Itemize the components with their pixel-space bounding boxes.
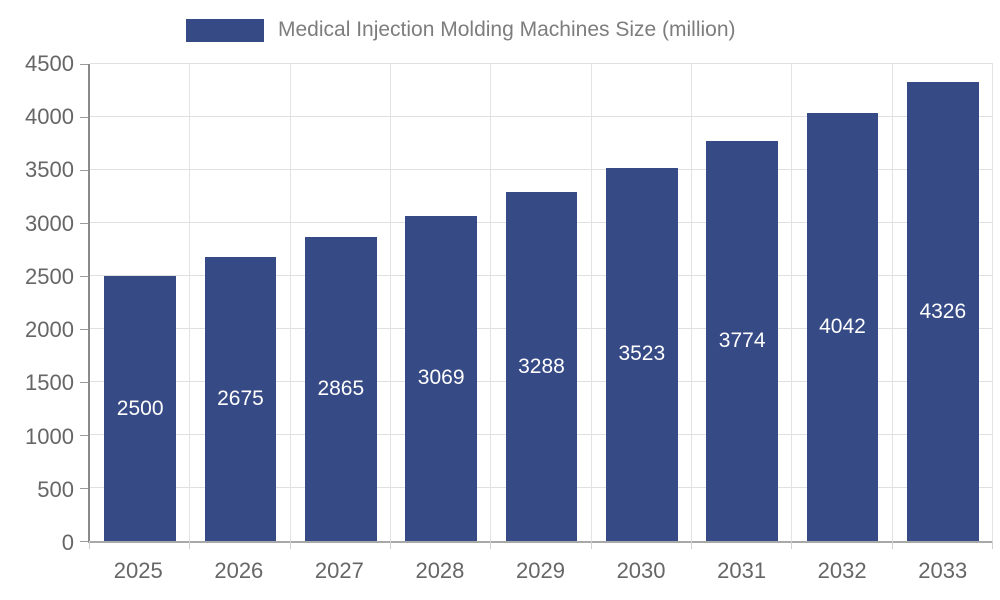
- bar: 2865: [304, 237, 377, 541]
- y-axis-tick: [80, 541, 88, 542]
- gridline-vertical: [690, 64, 692, 541]
- bar: 3069: [405, 215, 478, 541]
- bar-value-label: 2500: [116, 396, 164, 420]
- y-tick-label: 3000: [25, 210, 74, 236]
- x-axis-tick: [992, 541, 993, 549]
- y-axis-tick: [80, 276, 88, 277]
- y-tick-label: 2000: [25, 317, 74, 343]
- y-tick-label: 3500: [25, 157, 74, 183]
- legend-label: Medical Injection Molding Machines Size …: [278, 18, 736, 41]
- y-axis-tick: [80, 117, 88, 119]
- y-axis-tick: [80, 488, 88, 490]
- y-axis-tick: [80, 223, 88, 225]
- x-tick-label: 2026: [214, 558, 264, 583]
- bar: 3523: [605, 167, 678, 541]
- bar: 4326: [906, 82, 979, 541]
- y-axis-tick: [80, 170, 88, 171]
- gridline-vertical: [891, 64, 893, 541]
- x-axis-tick: [690, 541, 692, 549]
- x-tick-label: 2032: [817, 558, 867, 583]
- bar: 3288: [505, 192, 578, 541]
- y-tick-label: 4500: [25, 51, 74, 76]
- x-axis-tick: [189, 541, 191, 549]
- x-axis-tick: [590, 541, 592, 549]
- gridline-vertical: [992, 64, 993, 541]
- gridline-horizontal: [90, 169, 993, 170]
- bar: 2500: [104, 276, 177, 541]
- bar-value-label: 3288: [518, 354, 565, 378]
- legend: Medical Injection Molding Machines Size …: [186, 18, 736, 42]
- gridline-vertical: [389, 64, 391, 541]
- y-tick-label: 500: [37, 476, 74, 502]
- x-axis-tick: [89, 541, 90, 549]
- y-axis-tick: [80, 435, 88, 437]
- bar-value-label: 3069: [417, 366, 465, 390]
- gridline-vertical: [490, 64, 492, 541]
- gridline-vertical: [289, 64, 291, 541]
- bar: 4042: [806, 112, 879, 541]
- legend-swatch: [186, 18, 264, 42]
- y-axis-tick: [80, 329, 88, 331]
- y-tick-label: 4000: [25, 104, 74, 130]
- y-tick-label: 2500: [25, 263, 74, 289]
- x-tick-label: 2027: [314, 558, 364, 583]
- bar-value-label: 2675: [217, 387, 264, 411]
- bar-value-label: 3523: [618, 342, 666, 366]
- x-tick-label: 2033: [918, 558, 968, 583]
- gridline-vertical: [189, 64, 191, 541]
- x-tick-label: 2030: [616, 558, 666, 583]
- gridline-horizontal: [90, 116, 993, 117]
- x-axis-tick: [891, 541, 893, 549]
- bar-value-label: 4326: [919, 299, 967, 323]
- x-tick-label: 2025: [113, 558, 163, 583]
- x-axis: 2025 2026 2027 2028 2029 2030 2031 2032 2033: [88, 558, 993, 588]
- gridline-horizontal: [90, 63, 993, 64]
- x-tick-label: 2029: [516, 558, 565, 583]
- y-tick-label: 1500: [25, 370, 74, 396]
- y-tick-label: 0: [61, 530, 74, 555]
- x-tick-label: 2028: [415, 558, 465, 583]
- y-tick-label: 1000: [25, 423, 74, 449]
- bar-value-label: 4042: [819, 314, 866, 338]
- bar-value-label: 3774: [718, 328, 766, 352]
- x-tick-label: 2031: [717, 558, 767, 583]
- bar-value-label: 2865: [317, 377, 365, 401]
- y-axis: 0 500 1000 1500 2000 2500 3000 3500 4000 4500: [0, 53, 74, 554]
- bar: 2675: [204, 257, 277, 541]
- plot-area: 2500 2675 2865 3069 3288 3523 3774 4042 4326: [80, 63, 993, 549]
- bar: 3774: [706, 140, 779, 541]
- gridline-vertical: [590, 64, 592, 541]
- x-axis-tick: [389, 541, 391, 549]
- x-axis-tick: [490, 541, 492, 549]
- y-axis-tick: [80, 64, 88, 65]
- x-axis-tick: [791, 541, 793, 549]
- x-axis-tick: [289, 541, 291, 549]
- y-axis-tick: [80, 382, 88, 384]
- gridline-vertical: [791, 64, 793, 541]
